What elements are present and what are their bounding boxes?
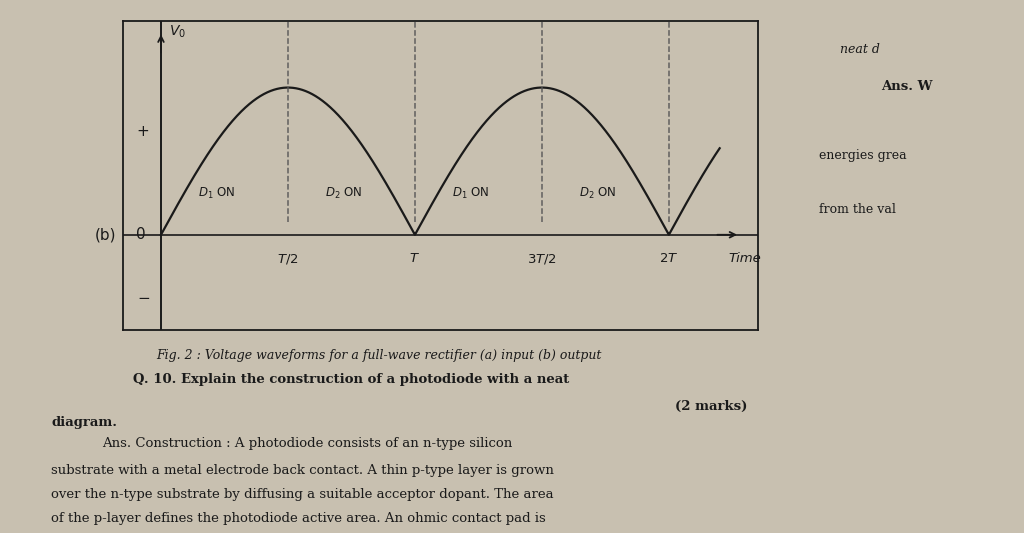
Text: over the n-type substrate by diffusing a suitable acceptor dopant. The area: over the n-type substrate by diffusing a… — [51, 488, 554, 500]
Text: (2 marks): (2 marks) — [675, 400, 748, 413]
Text: $D_2$ ON: $D_2$ ON — [326, 186, 362, 201]
Text: 0: 0 — [136, 227, 145, 243]
Text: substrate with a metal electrode back contact. A thin p-type layer is grown: substrate with a metal electrode back co… — [51, 464, 554, 477]
Text: Fig. 2 : Voltage waveforms for a full-wave rectifier (a) input (b) output: Fig. 2 : Voltage waveforms for a full-wa… — [157, 349, 601, 362]
Text: energies grea: energies grea — [819, 149, 907, 162]
Text: neat d: neat d — [840, 43, 880, 55]
Text: $\mathit{3T/2}$: $\mathit{3T/2}$ — [527, 253, 557, 266]
Text: $\mathit{T/2}$: $\mathit{T/2}$ — [278, 253, 299, 266]
Text: $\mathit{2T}$: $\mathit{2T}$ — [659, 253, 679, 265]
Text: (b): (b) — [94, 227, 116, 243]
Text: $V_0$: $V_0$ — [169, 23, 185, 40]
Text: diagram.: diagram. — [51, 416, 117, 429]
Text: $-$: $-$ — [136, 289, 150, 304]
Text: from the val: from the val — [819, 203, 896, 215]
Text: +: + — [137, 124, 150, 139]
Text: $\mathit{T}$: $\mathit{T}$ — [410, 253, 421, 265]
Text: $D_1$ ON: $D_1$ ON — [453, 186, 489, 201]
Text: $D_2$ ON: $D_2$ ON — [580, 186, 616, 201]
Text: Ans. Construction : A photodiode consists of an n-type silicon: Ans. Construction : A photodiode consist… — [102, 437, 513, 450]
Text: Ans. W: Ans. W — [881, 80, 932, 93]
Text: Q. 10. Explain the construction of a photodiode with a neat: Q. 10. Explain the construction of a pho… — [133, 373, 569, 386]
Text: $D_1$ ON: $D_1$ ON — [199, 186, 236, 201]
Text: of the p-layer defines the photodiode active area. An ohmic contact pad is: of the p-layer defines the photodiode ac… — [51, 512, 546, 524]
Text: Time: Time — [729, 253, 762, 265]
